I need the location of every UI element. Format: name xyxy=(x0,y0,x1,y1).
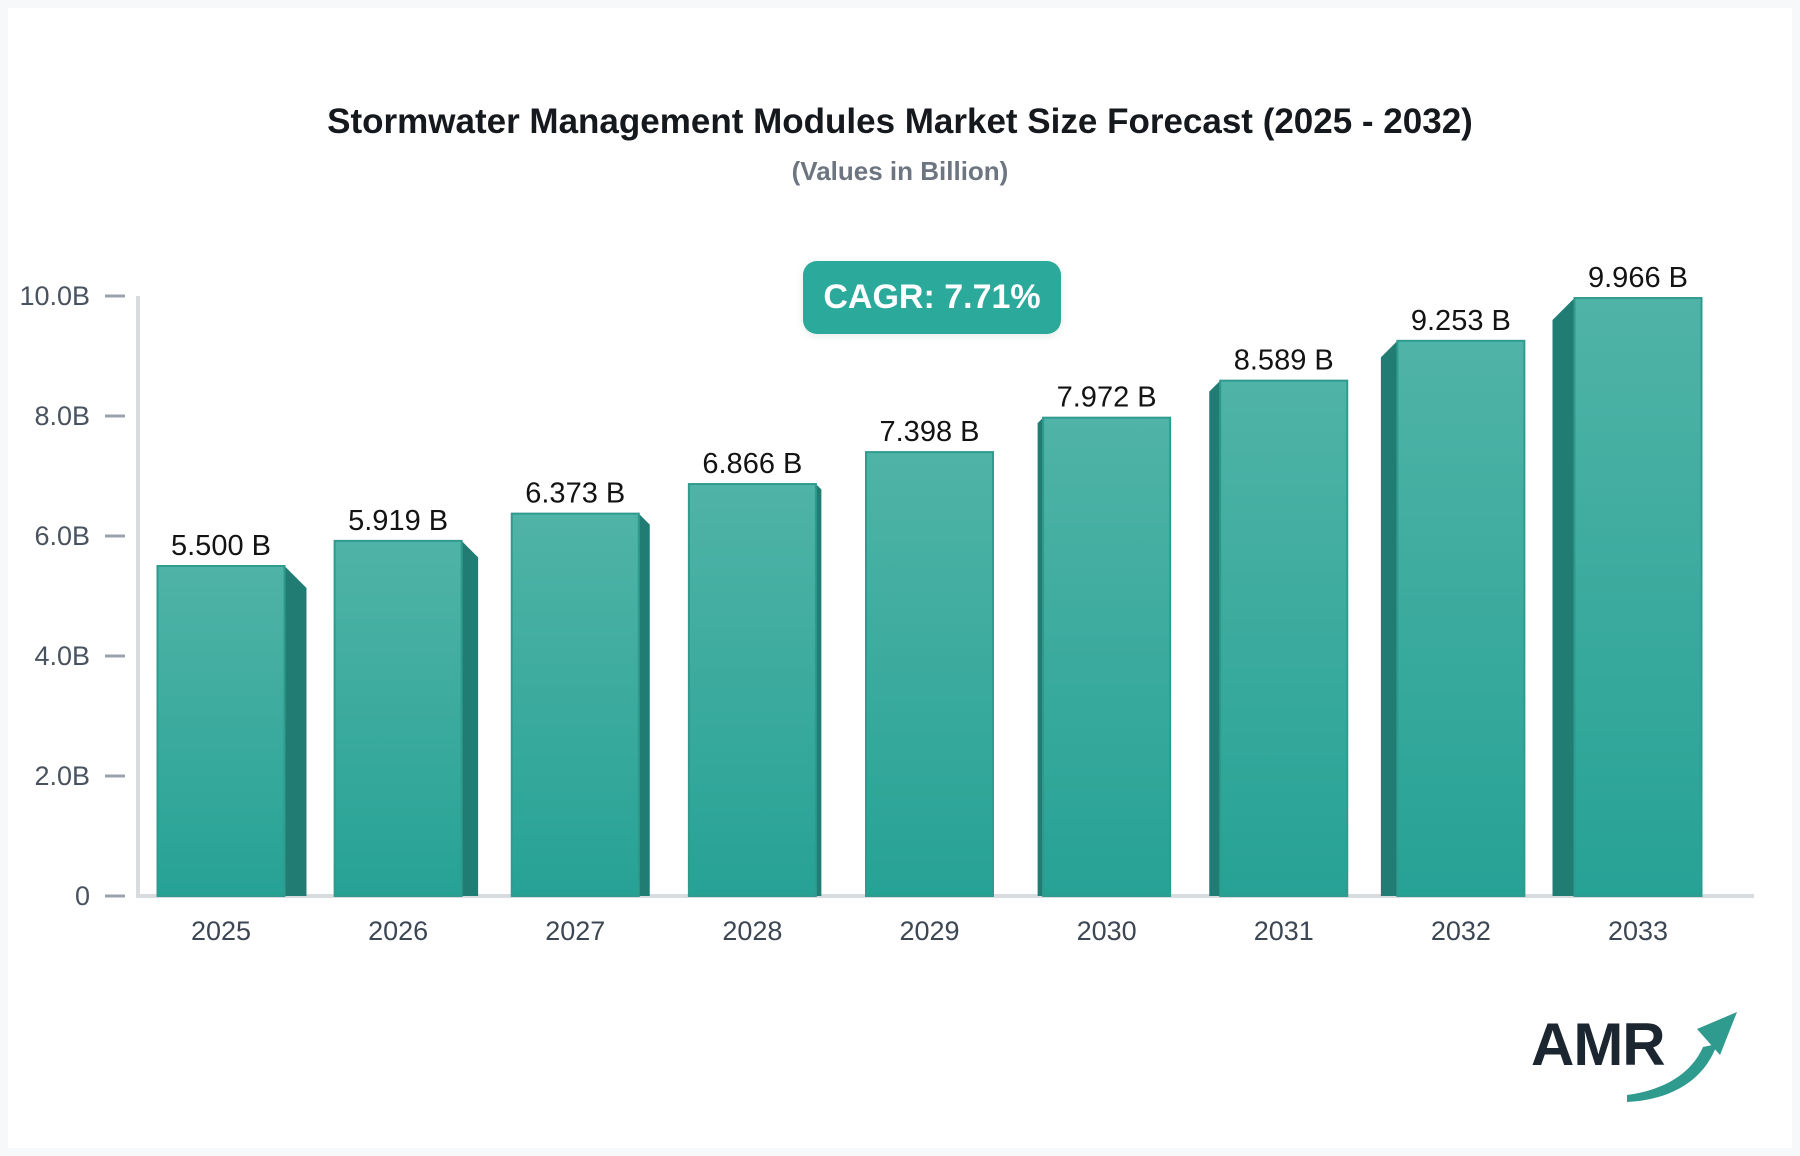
year-label: 2026 xyxy=(368,916,428,946)
bar-2029 xyxy=(865,451,994,897)
chart-subtitle: (Values in Billion) xyxy=(791,156,1009,186)
bar-side-face xyxy=(1380,340,1398,896)
year-label: 2031 xyxy=(1254,916,1314,946)
y-axis-tick-label: 2.0B xyxy=(34,761,90,791)
amr-logo: AMR xyxy=(1531,1010,1761,1115)
bar-2028 xyxy=(687,483,817,897)
bar-side-face xyxy=(1037,417,1044,896)
chart-title: Stormwater Management Modules Market Siz… xyxy=(327,102,1473,141)
growth-arrow-icon xyxy=(1627,1012,1737,1102)
year-label: 2025 xyxy=(191,916,251,946)
chart-card: Stormwater Management Modules Market Siz… xyxy=(8,8,1792,1148)
bar-side-face xyxy=(284,566,307,896)
bar-side-face xyxy=(1552,298,1575,896)
y-axis-tick-label: 4.0B xyxy=(34,641,90,671)
value-label: 6.866 B xyxy=(702,448,802,480)
bar-2026 xyxy=(333,539,463,897)
year-label: 2028 xyxy=(722,916,782,946)
value-label: 8.589 B xyxy=(1234,345,1334,377)
y-axis-line xyxy=(136,296,140,896)
bar-2027 xyxy=(510,512,640,897)
year-label: 2033 xyxy=(1608,916,1668,946)
bar-side-face xyxy=(461,540,479,896)
year-label: 2029 xyxy=(899,916,959,946)
value-label: 7.398 B xyxy=(880,416,980,448)
bar-2031 xyxy=(1219,379,1349,898)
bar-side-face xyxy=(815,484,822,896)
value-label: 6.373 B xyxy=(525,478,625,510)
bar-2030 xyxy=(1042,416,1172,897)
y-axis-tick-label: 6.0B xyxy=(34,521,90,551)
y-axis-tick-label: 0 xyxy=(75,881,90,911)
amr-logo-text: AMR xyxy=(1531,1011,1666,1078)
bar-chart: 0 2.0B 4.0B 6.0B 8.0B 10.0B 5.500 B 2025 5.919 B… xyxy=(19,262,1754,946)
year-label: 2032 xyxy=(1431,916,1491,946)
bar-2025 xyxy=(156,565,286,897)
cagr-badge-label: CAGR: 7.71% xyxy=(823,278,1041,316)
y-axis-tick-label: 8.0B xyxy=(34,401,90,431)
bar-2033 xyxy=(1573,297,1703,898)
value-label: 5.500 B xyxy=(171,530,271,562)
value-label: 7.972 B xyxy=(1057,382,1157,414)
value-label: 5.919 B xyxy=(348,505,448,537)
year-label: 2030 xyxy=(1077,916,1137,946)
value-label: 9.253 B xyxy=(1411,305,1511,337)
cagr-badge: CAGR: 7.71% xyxy=(803,261,1061,334)
bar-side-face xyxy=(638,513,650,896)
bar-2032 xyxy=(1396,339,1526,897)
y-axis-tick-label: 10.0B xyxy=(19,281,90,311)
year-label: 2027 xyxy=(545,916,605,946)
value-label: 9.966 B xyxy=(1588,262,1688,294)
bar-side-face xyxy=(1209,380,1221,896)
